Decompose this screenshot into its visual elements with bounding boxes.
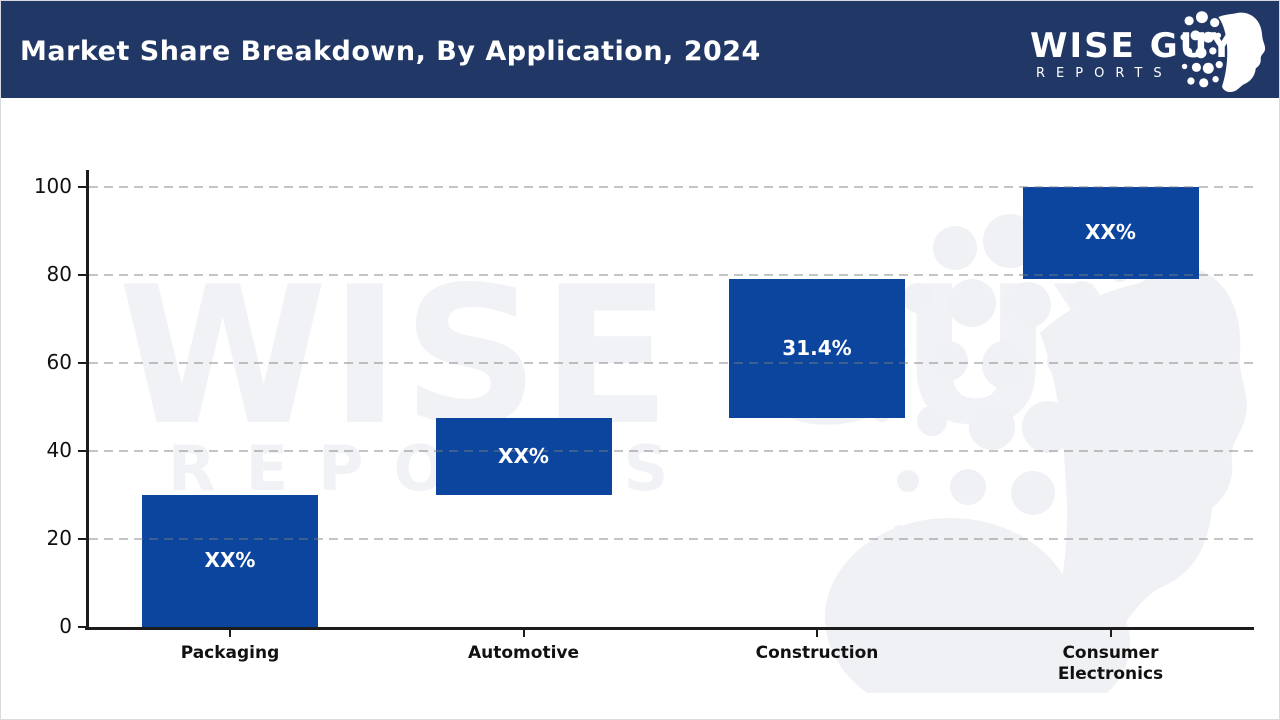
bar-consumer-electronics [1022,187,1199,280]
bar-value-label-consumer-electronics: XX% [1085,220,1136,245]
gridline [89,362,1254,364]
logo-wordmark: WISE GUY [1030,26,1236,66]
watermark-face-icon [825,214,1247,693]
bar-construction [729,279,905,418]
x-tick [229,630,231,637]
y-tick-label: 40 [46,438,72,462]
category-label-automotive: Automotive [467,643,580,663]
category-label-construction: Construction [755,643,879,663]
gridline [89,274,1254,276]
y-tick [78,362,87,364]
y-tick [78,538,87,540]
gridline [89,538,1254,540]
category-label-consumer-electronics: Consumer Electronics [1057,643,1164,685]
y-tick-label: 100 [33,174,72,198]
y-axis-line [86,170,89,629]
bar-value-label-packaging: XX% [204,548,256,572]
y-tick [78,450,87,452]
bar-packaging [142,495,318,627]
bar-value-label-construction: 31.4% [782,335,852,360]
y-tick-label: 0 [59,614,72,638]
y-tick-label: 20 [46,526,72,550]
header-band: Market Share Breakdown, By Application, … [0,0,1280,98]
x-tick [816,630,818,637]
y-tick [78,274,87,276]
wise-guy-logo: WISE GUY REPORTS [1012,8,1266,92]
gridline [89,450,1254,452]
y-tick [78,626,87,628]
y-tick-label: 60 [46,350,72,374]
category-label-packaging: Packaging [180,643,280,663]
logo-face-icon [1180,11,1266,92]
y-tick-label: 80 [46,262,72,286]
y-tick [78,186,87,188]
bar-value-label-automotive: XX% [498,443,549,468]
chart-title: Market Share Breakdown, By Application, … [20,36,761,67]
logo-subtitle: REPORTS [1036,66,1173,81]
x-axis-line [85,627,1254,630]
x-tick [1109,630,1112,637]
x-tick [522,630,525,637]
gridline [89,186,1254,188]
bar-automotive [435,418,612,495]
